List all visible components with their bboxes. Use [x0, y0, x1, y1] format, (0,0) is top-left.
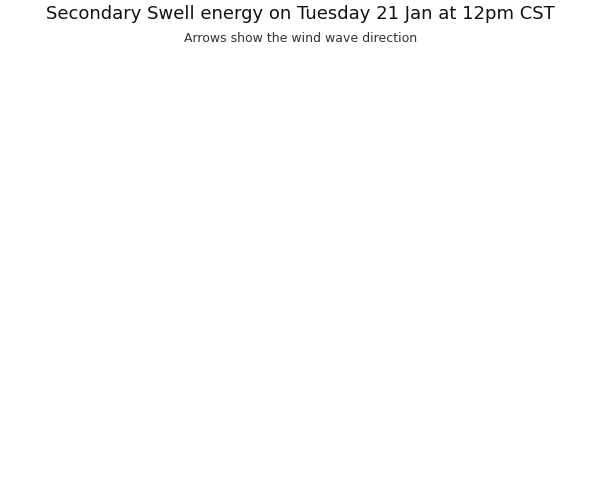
- Text: Arrows show the wind wave direction: Arrows show the wind wave direction: [184, 32, 417, 44]
- Text: Cartopy required for map rendering: Cartopy required for map rendering: [176, 260, 425, 274]
- Text: Secondary Swell energy on Tuesday 21 Jan at 12pm CST: Secondary Swell energy on Tuesday 21 Jan…: [46, 5, 555, 23]
